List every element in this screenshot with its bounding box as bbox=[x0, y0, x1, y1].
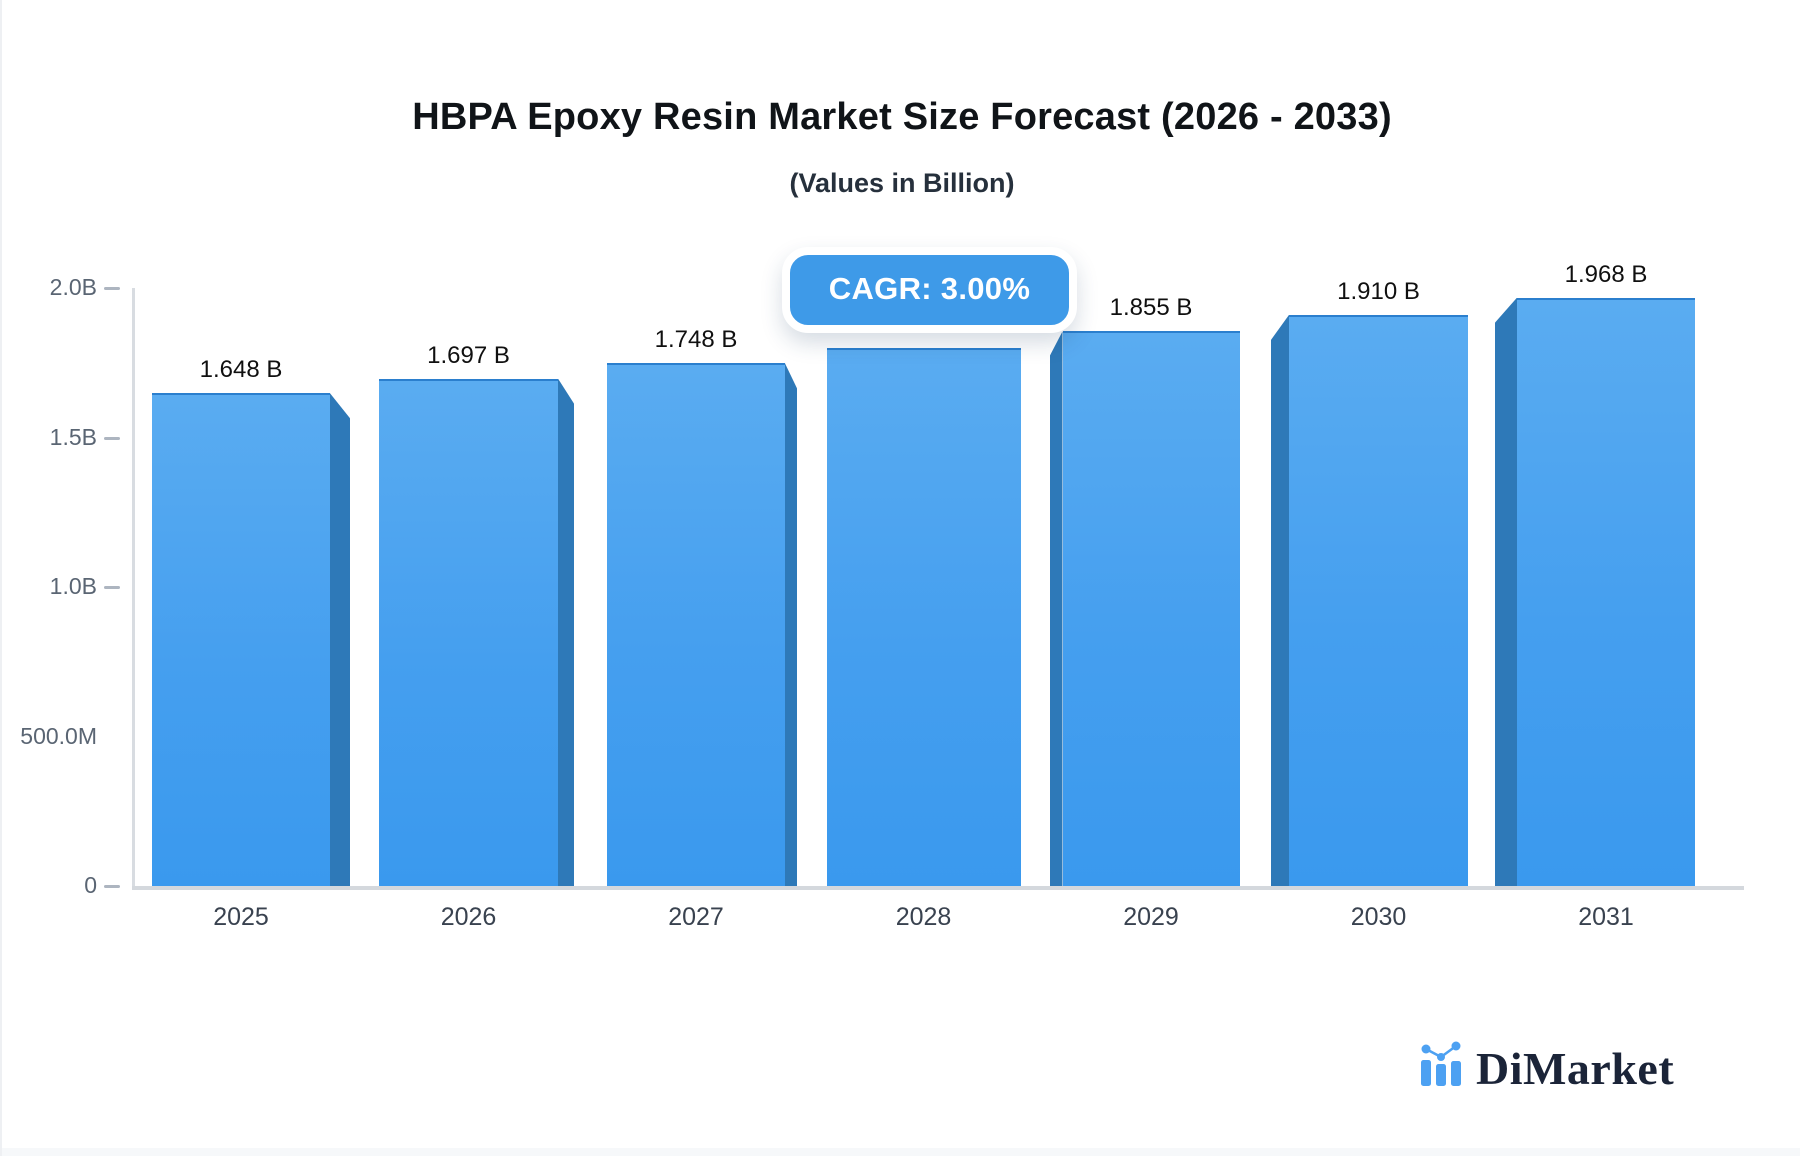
bar-side-2025 bbox=[330, 393, 350, 886]
bar-value-label-2027: 1.748 B bbox=[654, 326, 738, 354]
chart-title: HBPA Epoxy Resin Market Size Forecast (2… bbox=[412, 96, 1392, 138]
y-axis-label: 0 bbox=[84, 872, 97, 898]
cagr-badge: CAGR: 3.00% bbox=[782, 247, 1077, 333]
x-axis-label-2029: 2029 bbox=[1123, 903, 1179, 931]
bar-2029[interactable] bbox=[1062, 331, 1240, 886]
x-axis-label-2027: 2027 bbox=[668, 903, 724, 931]
bar-side-2026 bbox=[558, 378, 574, 886]
bar-2030[interactable] bbox=[1289, 314, 1468, 886]
bar-2025[interactable] bbox=[152, 393, 330, 886]
y-axis-label: 1.5B bbox=[49, 423, 97, 450]
bar-chart-logo-icon bbox=[1420, 1040, 1466, 1093]
bar-2026[interactable] bbox=[379, 378, 558, 886]
bar-side-2031 bbox=[1495, 297, 1517, 886]
chart-subtitle: (Values in Billion) bbox=[789, 168, 1015, 198]
y-axis-label: 1.0B bbox=[49, 573, 97, 599]
y-axis-label: 2.0B bbox=[49, 274, 97, 300]
x-axis-label-2031: 2031 bbox=[1578, 903, 1634, 931]
bar-side-2029 bbox=[1049, 331, 1063, 886]
bar-2027[interactable] bbox=[607, 363, 785, 886]
x-axis-label-2030: 2030 bbox=[1350, 903, 1407, 931]
x-axis-label-2026: 2026 bbox=[440, 903, 497, 931]
x-axis-label-2025: 2025 bbox=[213, 903, 269, 931]
bar-value-label-2029: 1.855 B bbox=[1109, 294, 1193, 322]
y-axis-tick bbox=[104, 287, 120, 290]
dimarket-logo[interactable]: DiMarket bbox=[1420, 1040, 1674, 1093]
y-axis-tick bbox=[104, 586, 120, 589]
y-axis-tick bbox=[104, 436, 120, 440]
y-axis-tick bbox=[104, 885, 120, 888]
y-axis-label: 500.0M bbox=[20, 722, 97, 749]
bar-value-label-2025: 1.648 B bbox=[199, 356, 283, 384]
x-axis-line bbox=[132, 886, 1744, 890]
bar-value-label-2026: 1.697 B bbox=[427, 341, 510, 369]
page-bottom-edge bbox=[2, 1148, 1800, 1156]
bar-2028[interactable] bbox=[826, 347, 1021, 886]
bar-side-2027 bbox=[785, 363, 797, 886]
dimarket-logo-text: DiMarket bbox=[1476, 1043, 1675, 1094]
bar-2031[interactable] bbox=[1517, 297, 1695, 886]
x-axis-label-2028: 2028 bbox=[895, 903, 952, 931]
bar-value-label-2031: 1.968 B bbox=[1564, 260, 1648, 288]
y-axis-line bbox=[132, 288, 135, 889]
bar-side-2030 bbox=[1271, 314, 1289, 886]
bar-value-label-2030: 1.910 B bbox=[1337, 277, 1420, 305]
